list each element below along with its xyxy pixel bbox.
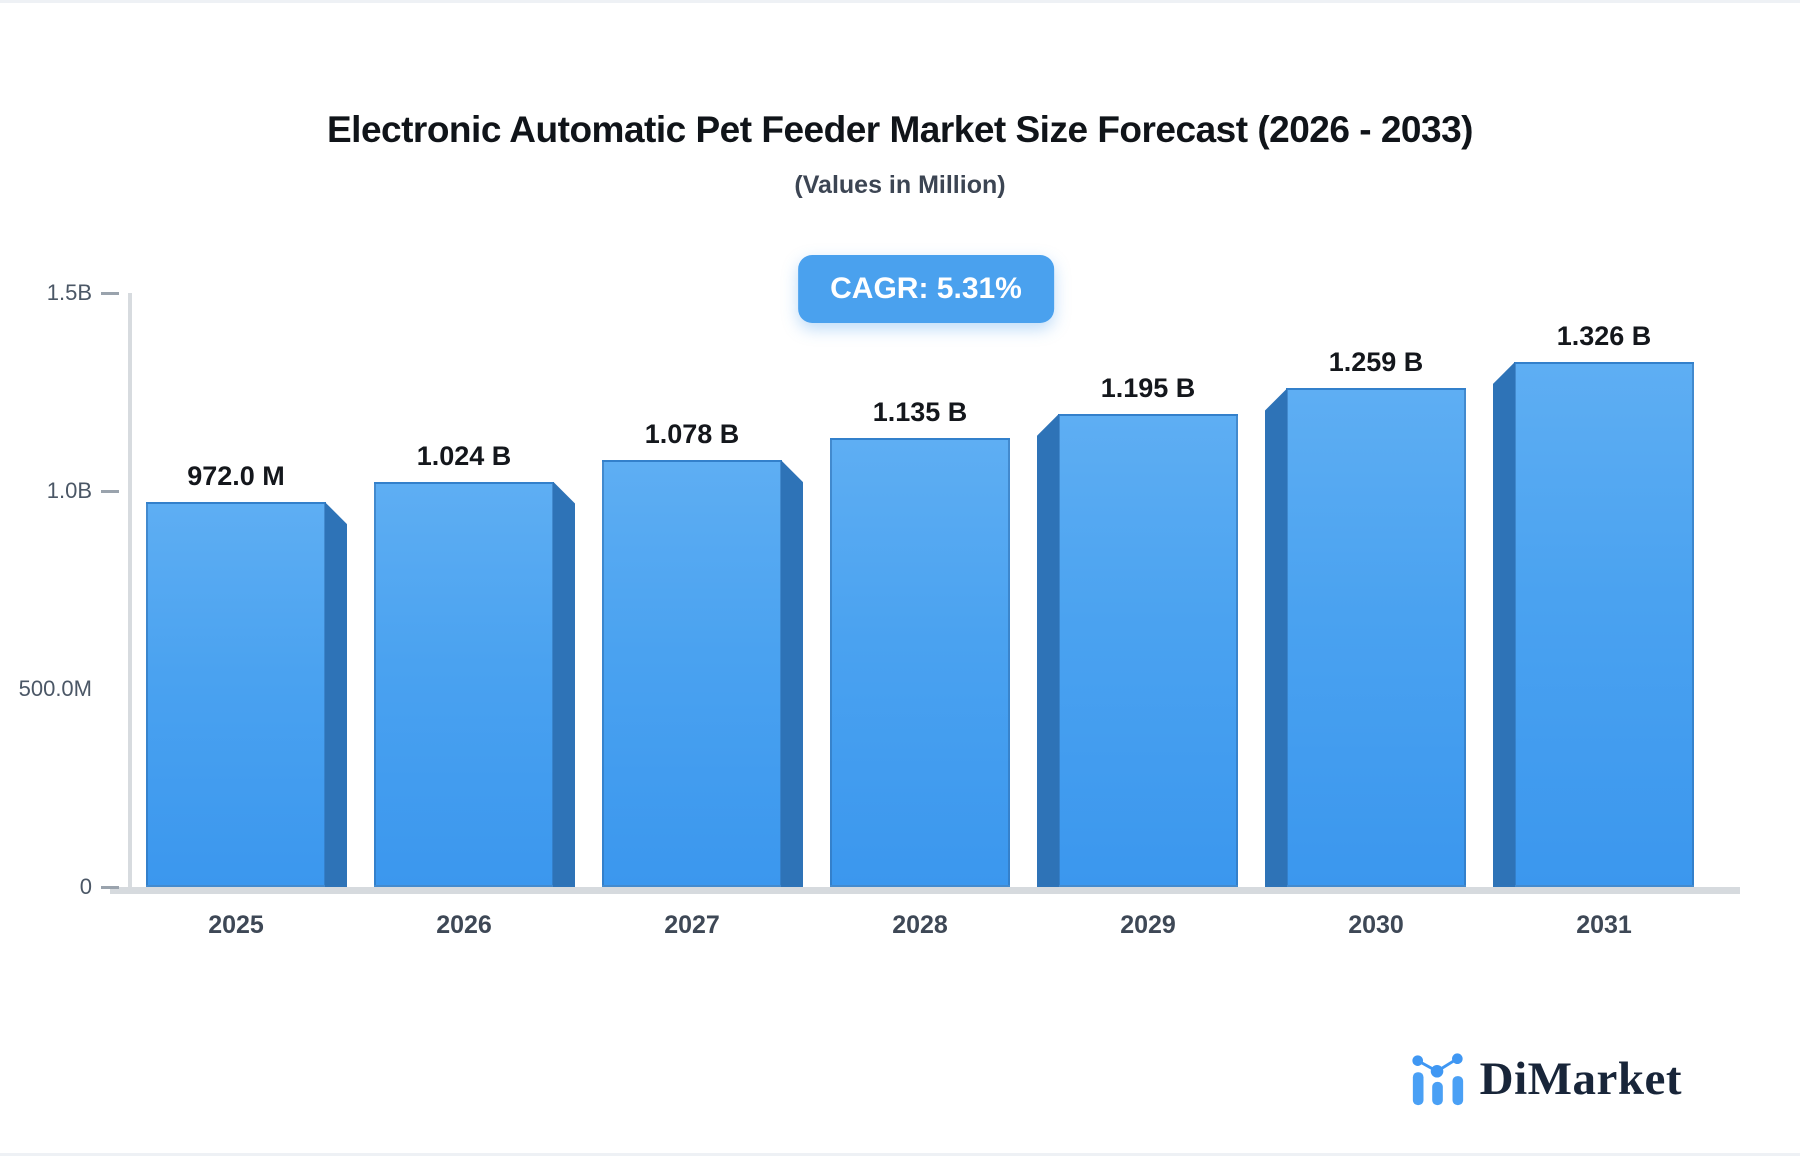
x-axis-labels: 2025 2026 2027 2028 2029 2030 2031 (122, 911, 1718, 940)
bar-2030 (1265, 388, 1466, 887)
plot-area: 972.0 M 1.024 B 1.078 B 1.135 B 1.195 B 1.259… (122, 293, 1718, 887)
bar-value-label: 972.0 M (187, 461, 285, 492)
x-axis-label: 2026 (436, 911, 492, 939)
bar-2025 (146, 502, 347, 887)
x-axis-label: 2027 (664, 911, 720, 939)
bar-2026 (374, 481, 575, 887)
y-axis-tick (101, 886, 119, 889)
y-axis-line (128, 293, 132, 894)
bar-slot: 1.326 B (1490, 293, 1718, 887)
bar-chart-logo-icon (1412, 1053, 1463, 1106)
y-axis-label: 0 (79, 874, 92, 899)
bar-3d-side (553, 481, 575, 887)
bar-2028 (830, 437, 1010, 887)
y-axis-label: 1.0B (46, 478, 92, 503)
bar-value-label: 1.135 B (872, 396, 968, 427)
bar-3d-side (1493, 361, 1515, 887)
bar-value-label: 1.078 B (644, 419, 740, 450)
x-axis-label: 2028 (892, 911, 948, 939)
chart-subtitle: (Values in Million) (794, 171, 1006, 199)
logo: DiMarket (1409, 1051, 1682, 1107)
bar-value-label: 1.259 B (1328, 347, 1424, 378)
bar-2027 (602, 460, 803, 887)
y-axis-tick (101, 292, 119, 295)
y-axis-label: 500.0M (18, 676, 92, 701)
bar-value-label: 1.326 B (1556, 320, 1652, 351)
x-axis-baseline (110, 887, 1740, 894)
bar-3d-side (781, 460, 803, 887)
bar-2031 (1493, 361, 1694, 887)
bar-3d-side (1265, 388, 1287, 887)
bar-value-label: 1.024 B (416, 440, 512, 471)
bar-slot: 1.259 B (1262, 293, 1490, 887)
bar-3d-side (1037, 413, 1059, 887)
bar-2029 (1037, 413, 1238, 887)
chart-title: Electronic Automatic Pet Feeder Market S… (327, 109, 1473, 150)
x-axis-label: 2029 (1120, 911, 1176, 939)
x-axis-label: 2025 (208, 911, 264, 939)
bar-slot: 1.024 B (350, 293, 578, 887)
x-axis-label: 2030 (1348, 911, 1404, 939)
cagr-badge: CAGR: 5.31% (798, 255, 1054, 323)
bar-value-label: 1.195 B (1100, 372, 1196, 403)
bar-slot: 972.0 M (122, 293, 350, 887)
y-axis-label: 1.5B (46, 280, 92, 305)
bar-slot: 1.195 B (1034, 293, 1262, 887)
y-axis-tick (101, 490, 119, 493)
x-axis-label: 2031 (1576, 911, 1632, 939)
bar-3d-side (325, 502, 347, 887)
bar-slot: 1.135 B (806, 293, 1034, 887)
bar-slot: 1.078 B (578, 293, 806, 887)
logo-text: DiMarket (1479, 1053, 1682, 1105)
